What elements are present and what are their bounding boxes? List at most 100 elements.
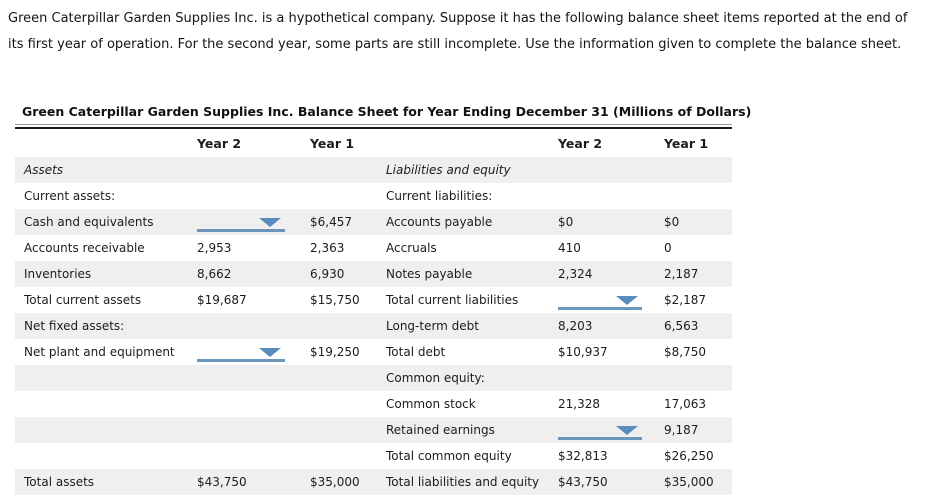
cell-value (303, 443, 381, 469)
cell-value: 0 (664, 241, 672, 255)
table-row: Current assets: Current liabilities: (15, 183, 732, 209)
cell-value: $43,750 (197, 475, 247, 489)
column-header-blank-right (381, 129, 551, 157)
cell-value (190, 157, 303, 183)
cell-value (190, 391, 303, 417)
row-label: Total liabilities and equity (386, 475, 540, 489)
cell-value (657, 365, 732, 391)
cell-value (303, 417, 381, 443)
row-label (15, 391, 190, 417)
column-header-blank-left (15, 129, 190, 157)
row-label: Accounts receivable (24, 241, 145, 255)
table-row: Inventories 8,662 6,930 Notes payable 2,… (15, 261, 732, 287)
table-title: Green Caterpillar Garden Supplies Inc. B… (22, 104, 752, 119)
table-row: Accounts receivable 2,953 2,363 Accruals… (15, 235, 732, 261)
table-row: Total current assets $19,687 $15,750 Tot… (15, 287, 732, 313)
row-label: Notes payable (386, 267, 473, 281)
cell-value (657, 183, 732, 209)
cell-value: $35,000 (310, 475, 360, 489)
cell-value: $43,750 (558, 475, 608, 489)
table-body: Assets Liabilities and equity Current as… (15, 157, 732, 495)
cell-value: 6,563 (664, 319, 699, 333)
cell-value: 6,930 (310, 267, 345, 281)
title-divider (15, 124, 732, 129)
row-label: Accruals (386, 241, 437, 255)
answer-dropdown[interactable] (558, 288, 642, 310)
row-label: Inventories (24, 267, 92, 281)
row-label: Liabilities and equity (386, 163, 511, 177)
answer-dropdown[interactable] (558, 418, 642, 440)
row-label: Assets (24, 163, 64, 177)
cell-value: 2,363 (310, 241, 345, 255)
cell-value (551, 365, 657, 391)
answer-dropdown[interactable] (197, 340, 285, 362)
cell-dropdown (190, 339, 303, 365)
cell-value (190, 417, 303, 443)
cell-value: $35,000 (664, 475, 714, 489)
table-row: Common equity: (15, 365, 732, 391)
table-row: Total assets $43,750 $35,000 Total liabi… (15, 469, 732, 495)
cell-value: 2,953 (197, 241, 232, 255)
row-label: Net plant and equipment (24, 345, 175, 359)
cell-value: $6,457 (310, 215, 352, 229)
row-label: Total common equity (386, 449, 512, 463)
dropdown-arrow-icon (616, 296, 638, 305)
cell-value (303, 391, 381, 417)
cell-value: $0 (558, 215, 574, 229)
table-row: Net fixed assets: Long-term debt 8,203 6… (15, 313, 732, 339)
cell-value: $2,187 (664, 293, 706, 307)
cell-value (190, 443, 303, 469)
cell-value: 8,203 (558, 319, 593, 333)
column-header-row: Year 2 Year 1 Year 2 Year 1 (15, 129, 732, 157)
cell-value: 2,324 (558, 267, 593, 281)
row-label: Accounts payable (386, 215, 493, 229)
balance-sheet-table: Green Caterpillar Garden Supplies Inc. B… (15, 104, 752, 495)
table-row: Common stock 21,328 17,063 (15, 391, 732, 417)
row-label: Current liabilities: (386, 189, 493, 203)
cell-value: $26,250 (664, 449, 714, 463)
cell-value: 9,187 (664, 423, 699, 437)
cell-value: 21,328 (558, 397, 600, 411)
row-label: Cash and equivalents (24, 215, 154, 229)
dropdown-arrow-icon (259, 218, 281, 227)
cell-value: 410 (558, 241, 581, 255)
row-label: Common equity: (386, 371, 485, 385)
row-label: Retained earnings (386, 423, 495, 437)
row-label (15, 443, 190, 469)
table-row: Net plant and equipment $19,250 Total de… (15, 339, 732, 365)
column-header-year2-left: Year 2 (197, 135, 242, 151)
column-header-year2-right: Year 2 (558, 135, 603, 151)
cell-value (303, 313, 381, 339)
answer-dropdown[interactable] (197, 210, 285, 232)
row-label: Common stock (386, 397, 476, 411)
cell-dropdown (190, 209, 303, 235)
cell-value (190, 365, 303, 391)
cell-dropdown (551, 417, 657, 443)
cell-value (190, 183, 303, 209)
cell-value: $10,937 (558, 345, 608, 359)
row-label: Net fixed assets: (24, 319, 125, 333)
cell-value: 8,662 (197, 267, 232, 281)
cell-value (303, 183, 381, 209)
cell-value (303, 157, 381, 183)
table-row: Total common equity $32,813 $26,250 (15, 443, 732, 469)
cell-value: $19,687 (197, 293, 247, 307)
dropdown-arrow-icon (259, 348, 281, 357)
cell-value: $32,813 (558, 449, 608, 463)
intro-text: Green Caterpillar Garden Supplies Inc. i… (8, 11, 908, 52)
cell-value (551, 183, 657, 209)
table-row: Cash and equivalents $6,457 Accounts pay… (15, 209, 732, 235)
cell-value: $15,750 (310, 293, 360, 307)
cell-value (657, 157, 732, 183)
row-label: Total current liabilities (386, 293, 519, 307)
table-row: Assets Liabilities and equity (15, 157, 732, 183)
column-header-year1-right: Year 1 (664, 135, 709, 151)
row-label: Current assets: (24, 189, 116, 203)
cell-value: $19,250 (310, 345, 360, 359)
table-row: Retained earnings 9,187 (15, 417, 732, 443)
cell-value (190, 313, 303, 339)
cell-value: $8,750 (664, 345, 706, 359)
cell-value: 2,187 (664, 267, 699, 281)
row-label: Total current assets (24, 293, 142, 307)
dropdown-arrow-icon (616, 426, 638, 435)
